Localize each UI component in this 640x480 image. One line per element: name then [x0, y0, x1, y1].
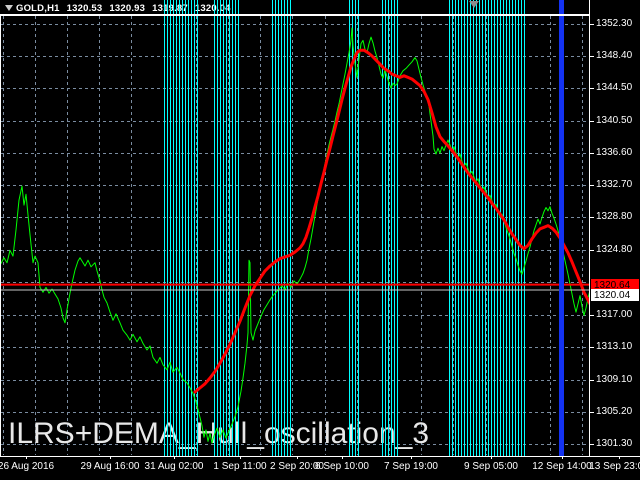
time-axis-label: 1 Sep 11:00: [213, 461, 267, 472]
time-tick: [562, 456, 563, 459]
price-axis-label: 1340.50: [596, 115, 633, 126]
price-tick: [590, 153, 594, 154]
chart-plot-area[interactable]: [0, 0, 640, 456]
price-tick: [590, 412, 594, 413]
chevron-down-icon[interactable]: [5, 5, 13, 11]
price-axis-label: 1328.80: [596, 211, 633, 222]
price-axis-label: 1309.10: [596, 374, 633, 385]
time-axis-label: 6 Sep 10:00: [315, 461, 369, 472]
time-tick: [619, 456, 620, 459]
event-vertical-line: [559, 0, 564, 456]
ask-price-label: 1320.64: [591, 279, 639, 291]
price-tick: [590, 88, 594, 89]
price-tick: [590, 185, 594, 186]
time-axis-label: 2 Sep 20:00: [270, 461, 324, 472]
price-axis-label: 1324.80: [596, 244, 633, 255]
chart-shift-marker-icon[interactable]: [469, 1, 479, 8]
open-value: 1320.53: [66, 2, 103, 14]
price-tick: [590, 56, 594, 57]
time-tick: [240, 456, 241, 459]
high-value: 1320.93: [109, 2, 146, 14]
time-tick: [411, 456, 412, 459]
price-axis-label: 1344.50: [596, 82, 633, 93]
time-tick: [342, 456, 343, 459]
price-axis-label: 1348.40: [596, 50, 633, 61]
price-close-line: [0, 27, 591, 444]
price-tick: [590, 380, 594, 381]
top-border: [0, 14, 590, 16]
time-axis-label: 31 Aug 02:00: [144, 461, 204, 472]
time-tick: [297, 456, 298, 459]
price-tick: [590, 24, 594, 25]
time-tick: [174, 456, 175, 459]
time-axis: 26 Aug 2016 29 Aug 16:00 31 Aug 02:00 1 Sep…: [0, 456, 640, 480]
close-value: 1320.04: [194, 2, 231, 14]
price-tick: [590, 121, 594, 122]
time-axis-separator: [0, 456, 640, 457]
price-axis-label: 1332.70: [596, 179, 633, 190]
time-axis-label: 29 Aug 16:00: [80, 461, 140, 472]
price-tick: [590, 315, 594, 316]
price-axis: 1320.64 1320.04 1352.30 1348.40 1344.50 134…: [590, 0, 640, 456]
price-tick: [590, 347, 594, 348]
left-border: [0, 14, 1, 456]
price-axis-label: 1352.30: [596, 18, 633, 29]
time-axis-label: 7 Sep 19:00: [384, 461, 438, 472]
price-tick: [590, 217, 594, 218]
time-axis-label: 13 Sep 23:00: [589, 461, 640, 472]
dema-hull-smoothed-line: [193, 48, 592, 394]
bid-price-label: 1320.04: [591, 289, 639, 301]
price-axis-label: 1305.20: [596, 406, 633, 417]
symbol-period-label: GOLD,H1: [16, 2, 60, 14]
time-tick: [491, 456, 492, 459]
price-tick: [590, 250, 594, 251]
time-axis-label: 12 Sep 14:00: [532, 461, 592, 472]
time-axis-label: 26 Aug 2016: [0, 461, 55, 472]
price-tick: [590, 444, 594, 445]
time-tick: [26, 456, 27, 459]
time-axis-label: 9 Sep 05:00: [464, 461, 518, 472]
price-axis-separator: [589, 0, 590, 457]
price-axis-label: 1313.10: [596, 341, 633, 352]
time-tick: [110, 456, 111, 459]
price-axis-label: 1317.00: [596, 309, 633, 320]
price-axis-label: 1336.60: [596, 147, 633, 158]
price-axis-label: 1301.30: [596, 438, 633, 449]
